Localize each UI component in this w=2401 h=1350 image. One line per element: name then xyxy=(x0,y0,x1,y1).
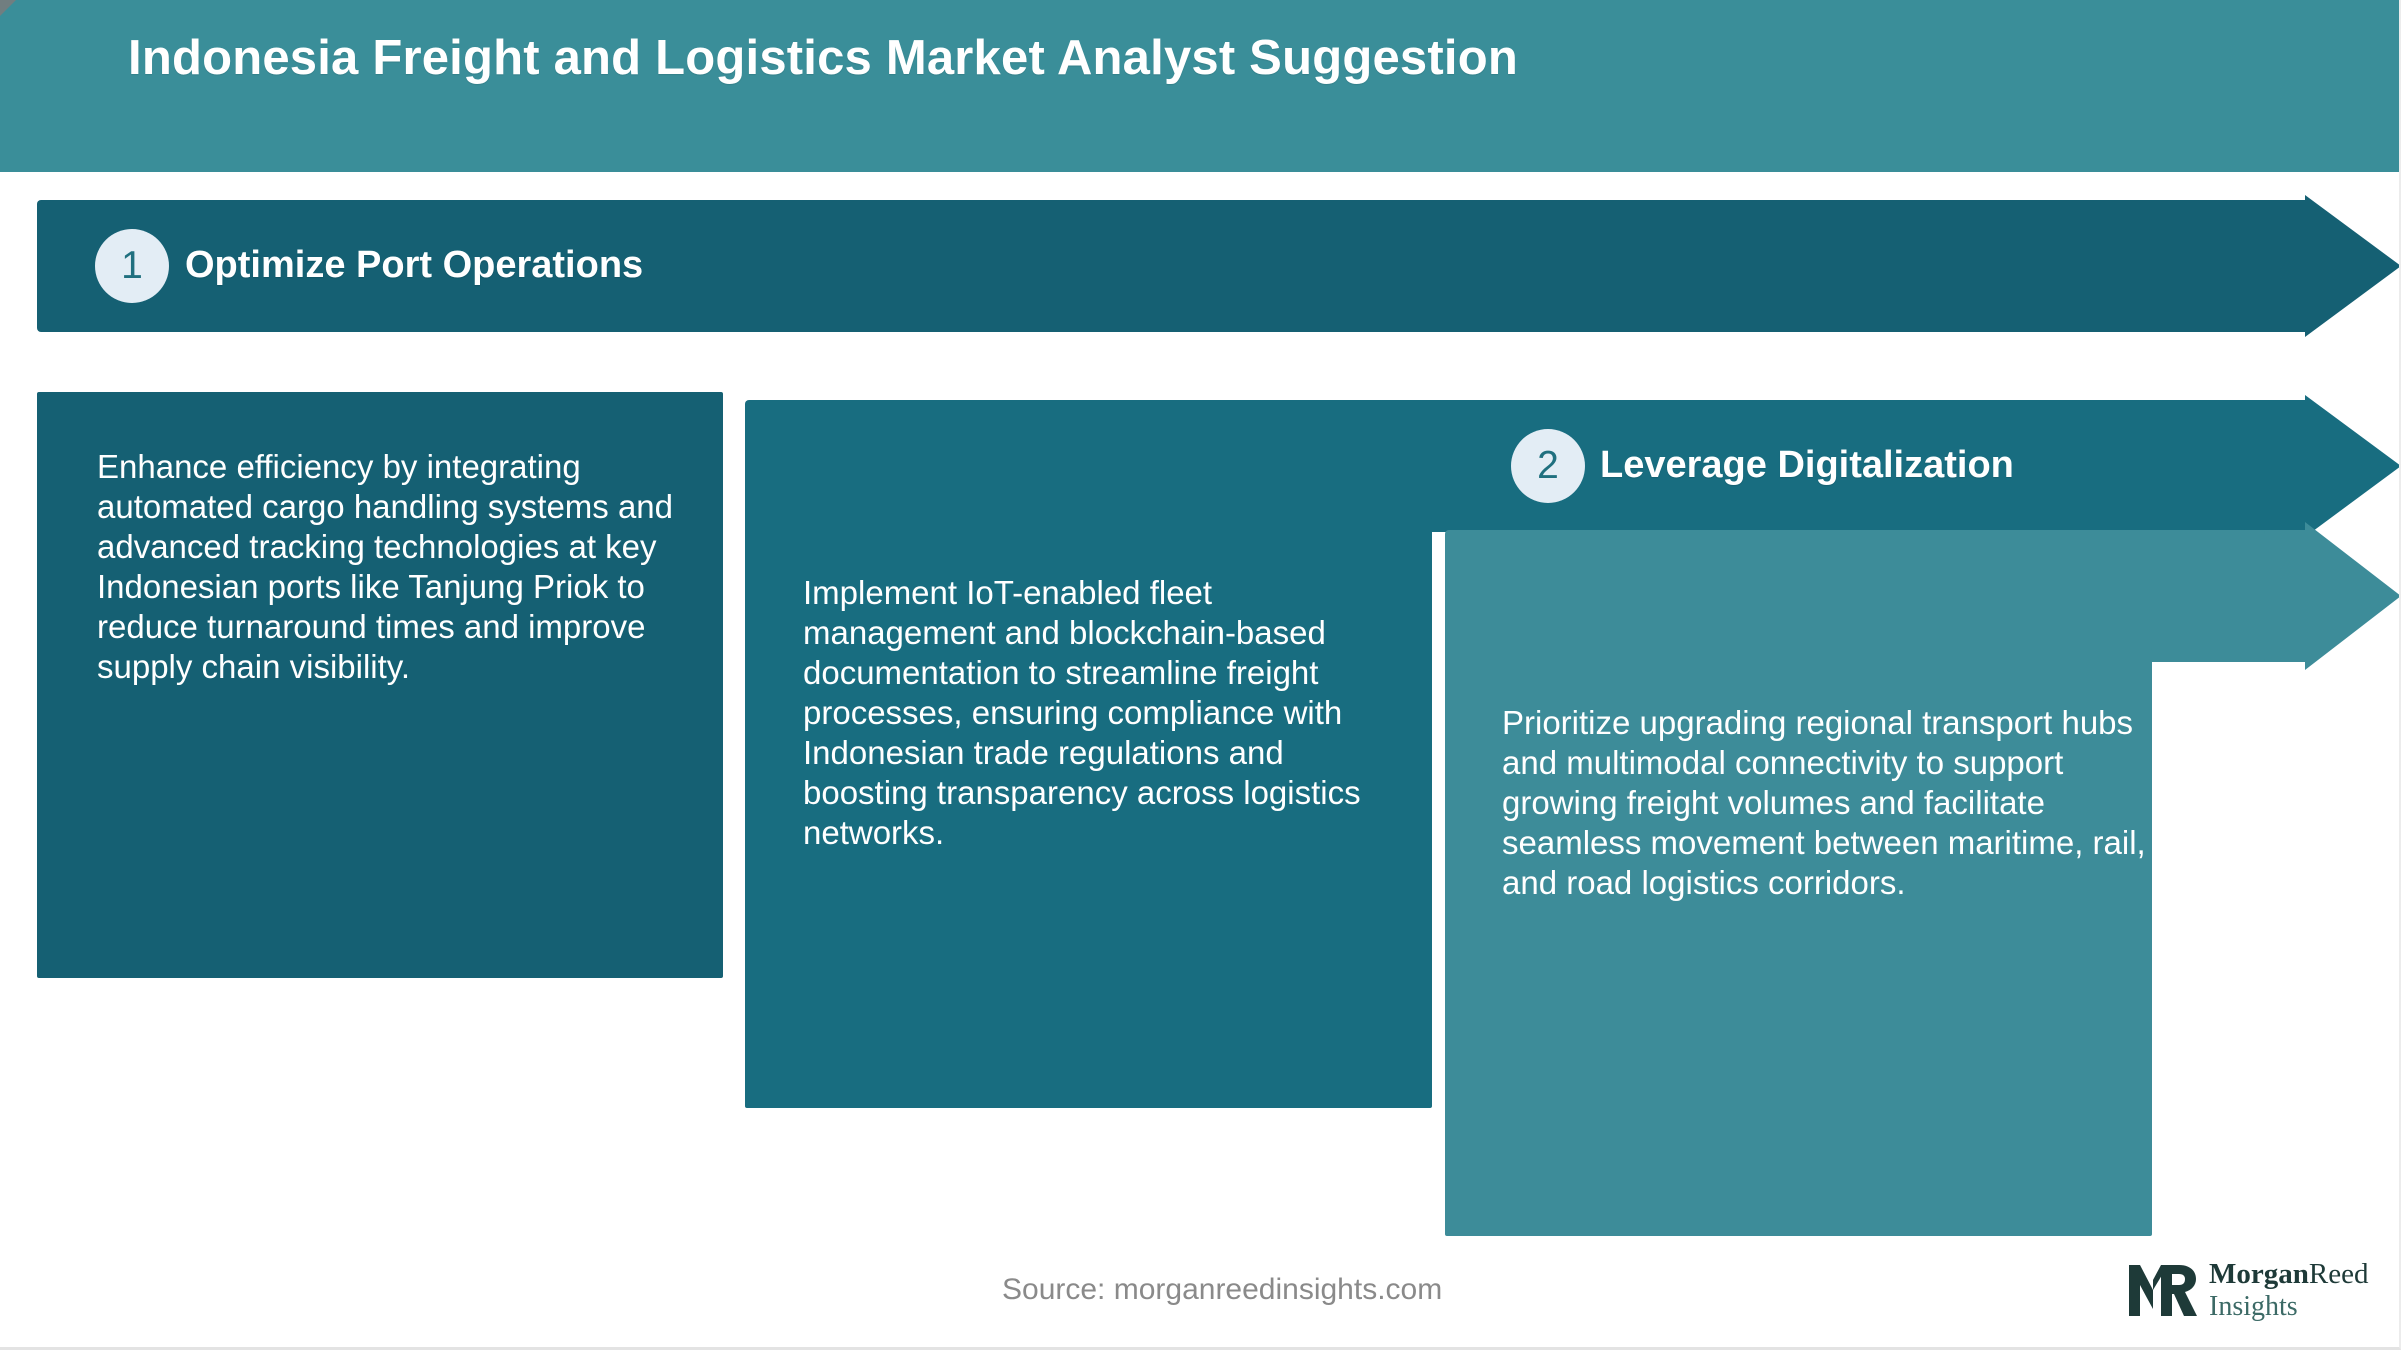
arrow-shape-1-icon xyxy=(2185,195,2399,337)
step-title-1: Optimize Port Operations xyxy=(185,244,644,286)
step-panel-2: Implement IoT-enabled fleet management a… xyxy=(745,518,1432,1108)
morgan-reed-monogram-icon xyxy=(2129,1265,2197,1316)
logo-brand-line: MorganReed xyxy=(2209,1258,2368,1291)
step-title-2: Leverage Digitalization xyxy=(1600,444,2014,486)
step-band-2-head: 2 Leverage Digitalization xyxy=(745,400,2245,532)
arrow-shape-2-icon xyxy=(2200,395,2399,537)
logo-brand-light: Reed xyxy=(2308,1258,2369,1290)
step-band-3-head: 3 Infrastructure Investment xyxy=(1445,530,2265,662)
logo-brand-bold: Morgan xyxy=(2209,1258,2309,1290)
arrow-shape-3-icon xyxy=(2225,522,2399,670)
step-panel-1: Enhance efficiency by integrating automa… xyxy=(37,392,723,978)
step-badge-2: 2 xyxy=(1511,429,1585,503)
step-badge-1: 1 xyxy=(95,229,169,303)
step-band-1-head: 1 Optimize Port Operations xyxy=(37,200,2227,332)
step-band-2: 2 Leverage Digitalization xyxy=(0,395,2399,537)
step-body-2: Implement IoT-enabled fleet management a… xyxy=(803,574,1370,851)
step-band-3: 3 Infrastructure Investment xyxy=(0,522,2399,670)
step-panel-3: Prioritize upgrading regional transport … xyxy=(1445,648,2152,1236)
step-body-1: Enhance efficiency by integrating automa… xyxy=(97,448,683,685)
page-title: Indonesia Freight and Logistics Market A… xyxy=(128,31,1518,85)
step-body-3: Prioritize upgrading regional transport … xyxy=(1502,704,2155,901)
logo-tagline: Insights xyxy=(2209,1291,2298,1322)
header-bar: Indonesia Freight and Logistics Market A… xyxy=(0,0,2399,172)
logo: MorganReed Insights xyxy=(2127,1258,2368,1328)
step-band-1: 1 Optimize Port Operations xyxy=(0,195,2399,337)
source-attribution: Source: morganreedinsights.com xyxy=(1002,1273,1443,1306)
logo-wordmark: MorganReed Insights xyxy=(2209,1258,2368,1323)
corner-fold-decoration xyxy=(0,0,16,16)
